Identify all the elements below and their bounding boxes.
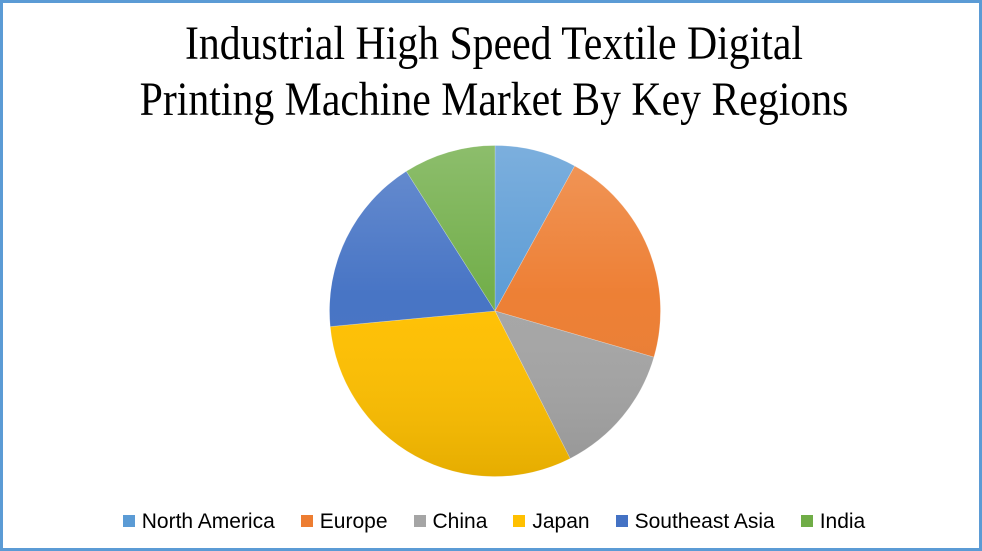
- legend-swatch-icon: [800, 515, 813, 527]
- legend-label: Southeast Asia: [634, 509, 775, 533]
- legend-item-japan: Japan: [513, 509, 590, 533]
- legend-label: North America: [141, 509, 275, 533]
- legend-item-india: India: [800, 509, 866, 533]
- legend-label: Japan: [532, 509, 590, 533]
- legend-swatch-icon: [615, 515, 628, 527]
- legend-item-southeast-asia: Southeast Asia: [615, 509, 775, 533]
- pie-slices: [329, 145, 661, 477]
- legend-item-china: China: [413, 509, 488, 533]
- chart-title-line2: Printing Machine Market By Key Regions: [139, 72, 849, 126]
- legend-swatch-icon: [122, 515, 135, 527]
- legend-label: Europe: [319, 509, 388, 533]
- chart-title-line1: Industrial High Speed Textile Digital: [185, 17, 803, 70]
- legend-swatch-icon: [300, 515, 313, 527]
- legend-label: China: [432, 509, 488, 533]
- legend-item-europe: Europe: [300, 509, 388, 533]
- legend-label: India: [819, 509, 866, 533]
- legend: North America Europe China Japan Southeast A…: [3, 504, 979, 538]
- legend-swatch-icon: [513, 515, 526, 527]
- legend-swatch-icon: [413, 515, 426, 527]
- chart-title: Industrial High Speed Textile Digital Pr…: [67, 16, 921, 127]
- legend-item-north-america: North America: [122, 509, 275, 533]
- pie-chart: [329, 145, 661, 477]
